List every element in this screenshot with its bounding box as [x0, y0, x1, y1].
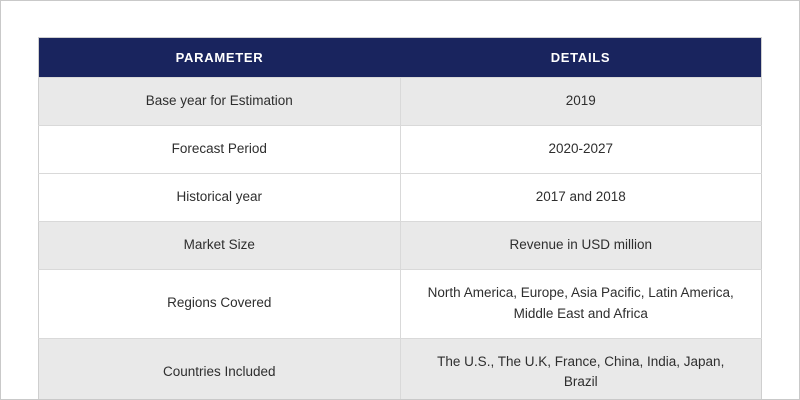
parameter-cell: Countries Included — [38, 337, 400, 399]
header-row: PARAMETER DETAILS — [38, 37, 762, 78]
report-scope-table: PARAMETER DETAILS Base year for Estimati… — [38, 37, 762, 399]
parameter-cell: Regions Covered — [38, 268, 400, 339]
parameter-cell: Market Size — [38, 220, 400, 270]
column-header-parameter: PARAMETER — [38, 37, 400, 78]
table-row: Base year for Estimation 2019 — [38, 77, 762, 126]
details-cell: The U.S., The U.K, France, China, India,… — [399, 337, 762, 399]
column-header-details: DETAILS — [400, 37, 762, 78]
table-row: Countries Included The U.S., The U.K, Fra… — [38, 337, 762, 399]
table-body: Base year for Estimation 2019 Forecast Per… — [38, 77, 762, 399]
table-row: Regions Covered North America, Europe, As… — [38, 268, 762, 339]
table-row: Market Size Revenue in USD million — [38, 220, 762, 270]
parameter-cell: Base year for Estimation — [38, 77, 400, 126]
details-cell: 2020-2027 — [399, 124, 762, 174]
details-cell: 2019 — [399, 77, 762, 126]
parameter-cell: Historical year — [38, 172, 400, 222]
table-row: Forecast Period 2020-2027 — [38, 124, 762, 174]
table-header: PARAMETER DETAILS — [38, 37, 762, 78]
details-cell: Revenue in USD million — [399, 220, 762, 270]
parameter-cell: Forecast Period — [38, 124, 400, 174]
table-row: Historical year 2017 and 2018 — [38, 172, 762, 222]
details-cell: 2017 and 2018 — [399, 172, 762, 222]
details-cell: North America, Europe, Asia Pacific, Lat… — [399, 268, 762, 339]
